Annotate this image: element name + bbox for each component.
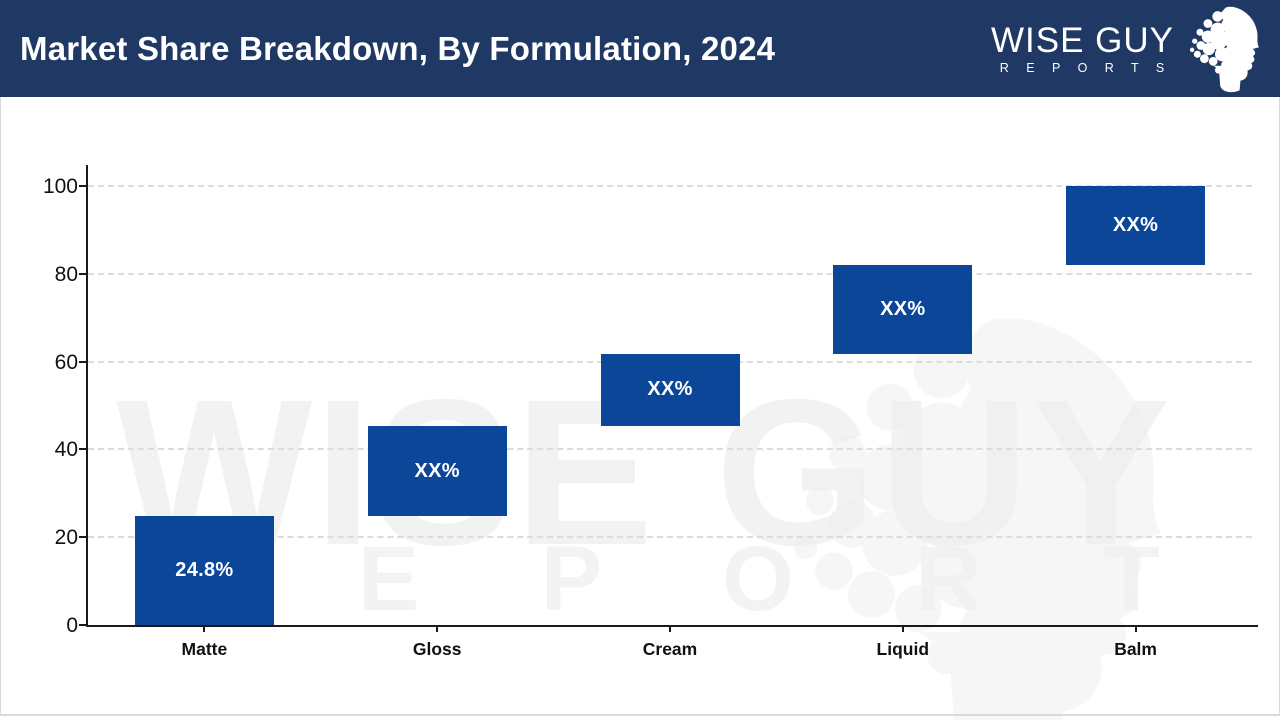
bar-gloss: XX% <box>367 426 507 517</box>
brand-logo: WISE GUY R E P O R T S <box>991 5 1266 93</box>
y-axis-spine <box>86 165 88 627</box>
chart-area: WISE GUY R E P O R T S 24.8% Matte XX% Glos… <box>0 97 1280 720</box>
x-label-balm: Balm <box>1114 639 1157 659</box>
y-label-20: 20 <box>54 526 78 550</box>
gridline-100 <box>88 185 1252 187</box>
x-label-liquid: Liquid <box>876 639 930 659</box>
x-tick-cream <box>669 625 671 632</box>
bar-value-label: XX% <box>880 298 926 321</box>
y-label-100: 100 <box>42 175 78 198</box>
x-label-gloss: Gloss <box>412 639 462 659</box>
y-tick-100 <box>79 185 88 187</box>
bar-value-label: XX% <box>414 459 460 482</box>
x-tick-balm <box>1134 625 1137 632</box>
y-label-40: 40 <box>54 438 78 462</box>
header-bar: Market Share Breakdown, By Formulation, … <box>0 0 1280 97</box>
brand-subname: R E P O R T S <box>999 60 1172 75</box>
y-tick-0 <box>79 624 88 626</box>
x-tick-matte <box>203 625 206 632</box>
bar-balm: XX% <box>1066 186 1206 266</box>
y-label-60: 60 <box>54 350 78 374</box>
x-label-matte: Matte <box>181 639 228 659</box>
brand-logo-text: WISE GUY R E P O R T S <box>991 23 1174 75</box>
gridline-80 <box>88 272 1252 275</box>
chart-title: Market Share Breakdown, By Formulation, … <box>20 29 776 67</box>
bar-matte: 24.8% <box>134 516 274 625</box>
bar-cream: XX% <box>600 353 740 427</box>
x-tick-gloss <box>436 625 439 632</box>
x-axis-spine <box>86 625 1258 627</box>
bar-liquid: XX% <box>833 265 973 354</box>
y-tick-80 <box>79 272 88 275</box>
brand-head-icon <box>1189 6 1259 92</box>
y-tick-60 <box>79 360 88 363</box>
page-border-left <box>0 97 1 716</box>
y-label-80: 80 <box>54 262 78 286</box>
bar-value-label: XX% <box>647 378 693 401</box>
x-tick-liquid <box>901 625 904 632</box>
gridline-40 <box>88 448 1252 451</box>
page-border-bottom <box>0 714 1280 716</box>
bar-value-label: XX% <box>1112 214 1159 237</box>
y-tick-20 <box>79 536 88 539</box>
y-tick-40 <box>79 448 88 451</box>
plot-area: 24.8% Matte XX% Gloss XX% Cream XX% Liquid XX% Ba… <box>0 97 1280 720</box>
gridline-20 <box>88 536 1252 539</box>
bar-value-label: 24.8% <box>175 559 234 582</box>
x-label-cream: Cream <box>642 639 698 659</box>
brand-name: WISE GUY <box>990 20 1174 60</box>
y-label-0: 0 <box>66 614 78 637</box>
